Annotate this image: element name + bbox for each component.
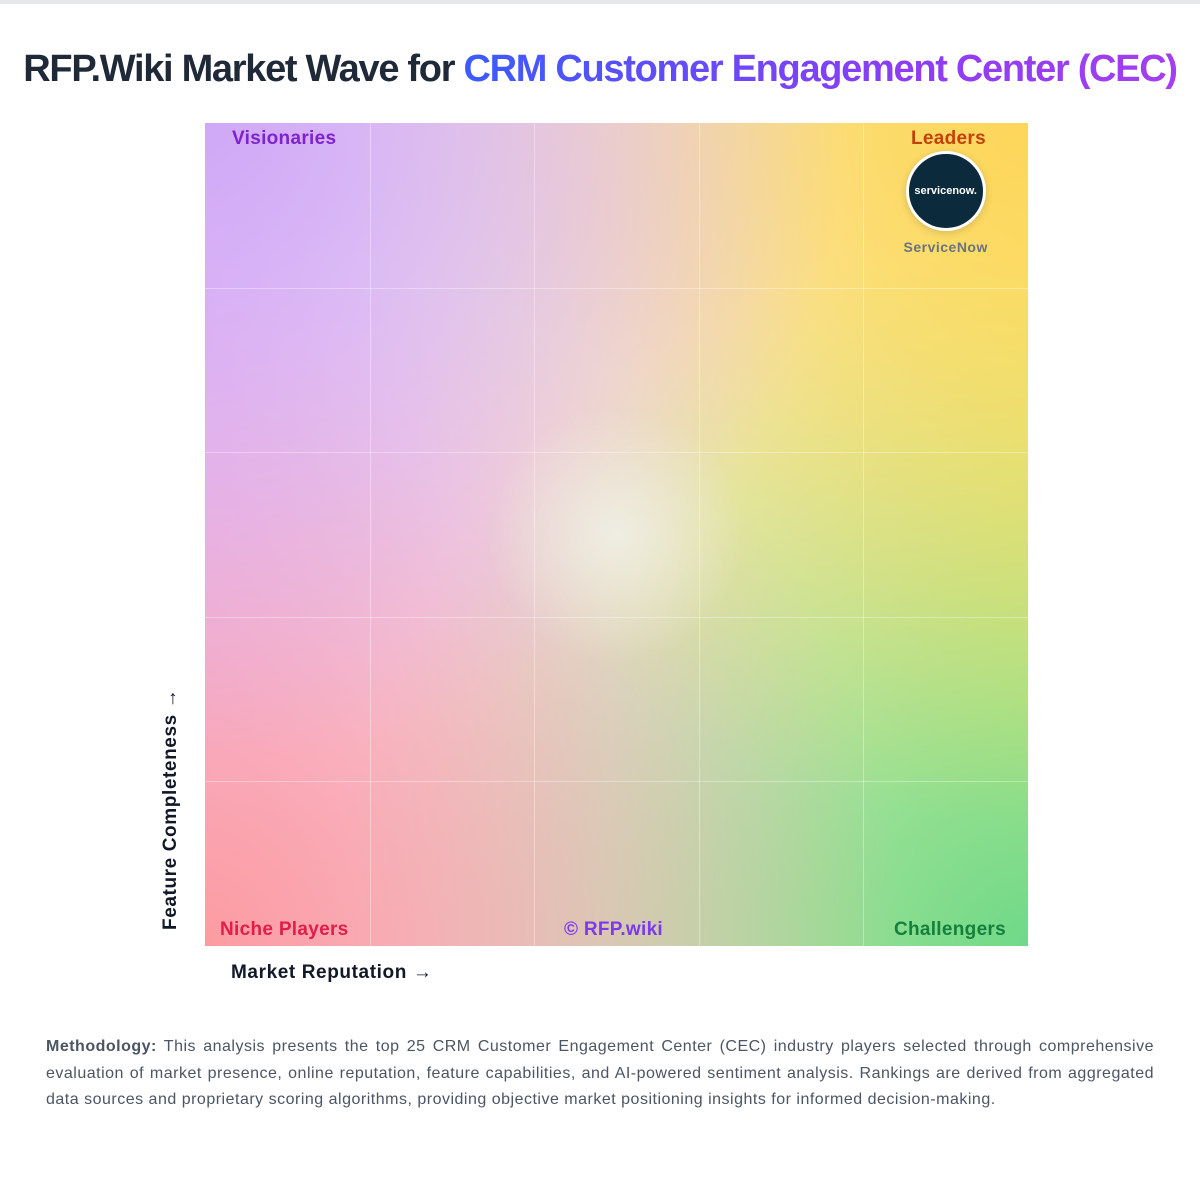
grid-line-vertical (863, 123, 865, 946)
grid-line-vertical (369, 123, 371, 946)
grid-line-vertical (534, 123, 536, 946)
grid-line-vertical (698, 123, 700, 946)
market-wave-chart: Visionaries Leaders Niche Players Challe… (205, 123, 1028, 946)
vendor-name: ServiceNow (903, 238, 988, 255)
quadrant-label-leaders: Leaders (911, 128, 986, 149)
grid-line-horizontal (205, 452, 1028, 454)
quadrant-label-niche-players: Niche Players (220, 919, 349, 940)
grid-line-horizontal (205, 616, 1028, 618)
quadrant-label-challengers: Challengers (893, 919, 1006, 940)
page-title: RFP.Wiki Market Wave for CRM Customer En… (0, 48, 1200, 91)
servicenow-logo: servicenow. (905, 150, 986, 231)
grid-line-horizontal (205, 287, 1028, 289)
y-axis-label: Feature Completeness → (160, 688, 181, 930)
methodology-label: Methodology: (46, 1038, 157, 1055)
title-category: CRM Customer Engagement Center (CEC) (463, 48, 1178, 90)
methodology-body: This analysis presents the top 25 CRM Cu… (46, 1038, 1154, 1108)
watermark: © RFP.wiki (564, 919, 664, 940)
methodology-text: Methodology: This analysis presents the … (46, 1034, 1154, 1114)
grid-line-horizontal (205, 781, 1028, 783)
logo-text: servicenow. (914, 184, 977, 197)
top-border (0, 0, 1200, 4)
title-prefix: RFP.Wiki Market Wave for (23, 48, 464, 90)
vendor-point-servicenow[interactable]: servicenow. ServiceNow (886, 150, 1006, 255)
x-axis-label: Market Reputation → (231, 962, 433, 983)
quadrant-label-visionaries: Visionaries (232, 128, 337, 149)
